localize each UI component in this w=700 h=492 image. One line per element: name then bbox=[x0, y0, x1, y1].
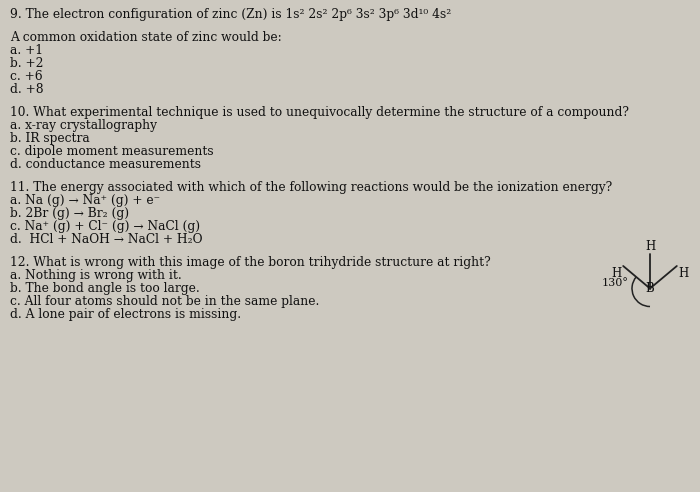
Text: 130°: 130° bbox=[602, 278, 629, 288]
Text: H: H bbox=[679, 267, 689, 280]
Text: a. Nothing is wrong with it.: a. Nothing is wrong with it. bbox=[10, 269, 182, 282]
Text: c. +6: c. +6 bbox=[10, 70, 43, 83]
Text: 9. The electron configuration of zinc (Zn) is 1s² 2s² 2p⁶ 3s² 3p⁶ 3d¹⁰ 4s²: 9. The electron configuration of zinc (Z… bbox=[10, 8, 452, 21]
Text: b. +2: b. +2 bbox=[10, 57, 43, 70]
Text: H: H bbox=[645, 240, 655, 252]
Text: c. Na⁺ (g) + Cl⁻ (g) → NaCl (g): c. Na⁺ (g) + Cl⁻ (g) → NaCl (g) bbox=[10, 220, 200, 233]
Text: H: H bbox=[611, 267, 621, 280]
Text: 11. The energy associated with which of the following reactions would be the ion: 11. The energy associated with which of … bbox=[10, 181, 612, 194]
Text: d. conductance measurements: d. conductance measurements bbox=[10, 158, 201, 171]
Text: a. Na (g) → Na⁺ (g) + e⁻: a. Na (g) → Na⁺ (g) + e⁻ bbox=[10, 194, 160, 207]
Text: d.  HCl + NaOH → NaCl + H₂O: d. HCl + NaOH → NaCl + H₂O bbox=[10, 233, 202, 246]
Text: A common oxidation state of zinc would be:: A common oxidation state of zinc would b… bbox=[10, 31, 281, 44]
Text: d. +8: d. +8 bbox=[10, 83, 43, 96]
Text: 12. What is wrong with this image of the boron trihydride structure at right?: 12. What is wrong with this image of the… bbox=[10, 256, 491, 269]
Text: b. 2Br (g) → Br₂ (g): b. 2Br (g) → Br₂ (g) bbox=[10, 207, 129, 220]
Text: a. +1: a. +1 bbox=[10, 44, 43, 57]
Text: 10. What experimental technique is used to unequivocally determine the structure: 10. What experimental technique is used … bbox=[10, 106, 629, 119]
Text: B: B bbox=[645, 282, 654, 295]
Text: c. dipole moment measurements: c. dipole moment measurements bbox=[10, 145, 214, 158]
Text: d. A lone pair of electrons is missing.: d. A lone pair of electrons is missing. bbox=[10, 308, 241, 321]
Text: c. All four atoms should not be in the same plane.: c. All four atoms should not be in the s… bbox=[10, 295, 319, 308]
Text: b. IR spectra: b. IR spectra bbox=[10, 132, 90, 145]
Text: b. The bond angle is too large.: b. The bond angle is too large. bbox=[10, 282, 199, 295]
Text: a. x-ray crystallography: a. x-ray crystallography bbox=[10, 119, 157, 132]
